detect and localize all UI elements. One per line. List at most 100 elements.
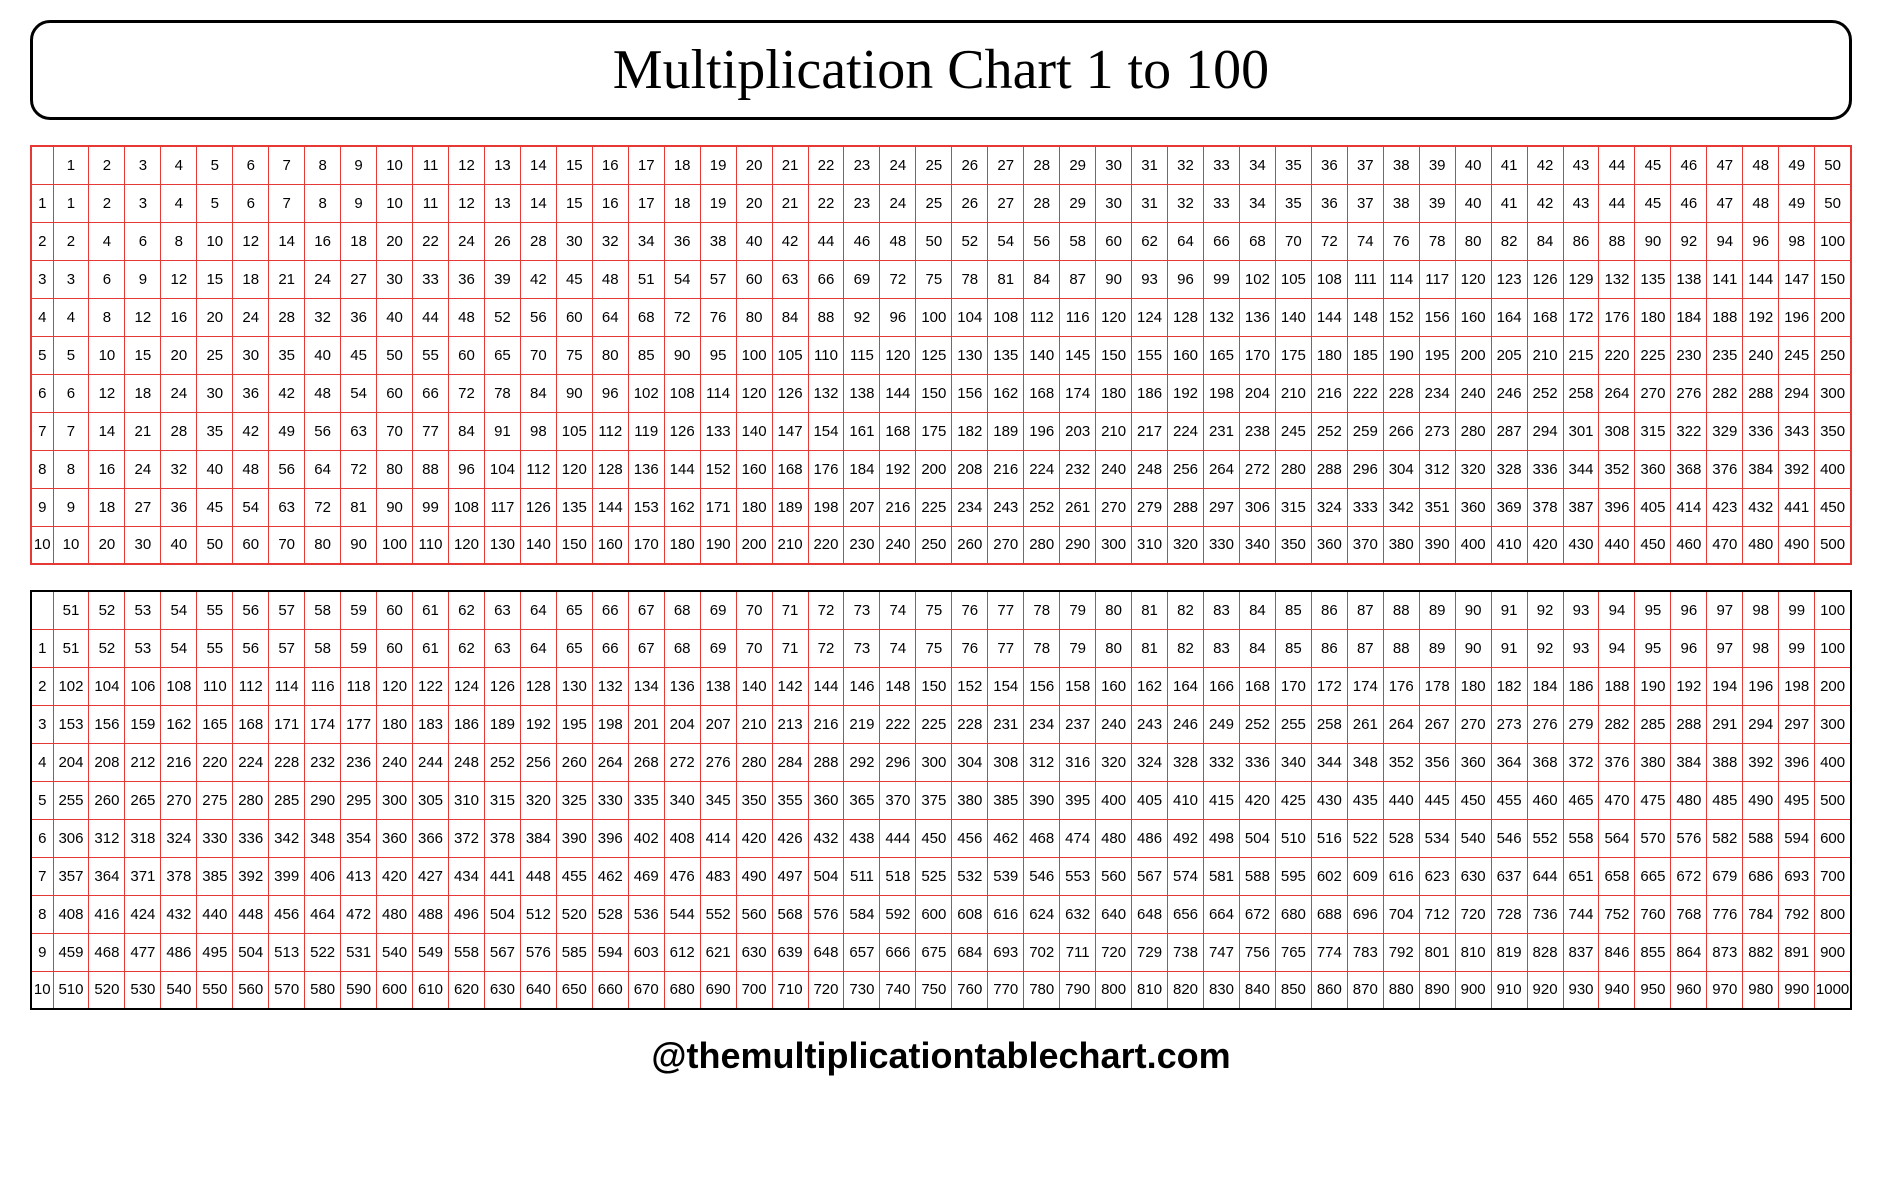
col-header: 53 <box>125 591 161 629</box>
table-cell: 364 <box>1491 743 1527 781</box>
table-cell: 106 <box>125 667 161 705</box>
table-cell: 400 <box>1815 450 1851 488</box>
table-cell: 312 <box>1024 743 1060 781</box>
table-cell: 66 <box>592 629 628 667</box>
table-cell: 48 <box>233 450 269 488</box>
table-cell: 15 <box>556 184 592 222</box>
table-cell: 8 <box>89 298 125 336</box>
table-cell: 204 <box>1239 374 1275 412</box>
table-cell: 72 <box>448 374 484 412</box>
table-cell: 324 <box>1132 743 1168 781</box>
table-cell: 448 <box>520 857 556 895</box>
table-cell: 400 <box>1096 781 1132 819</box>
table-cell: 30 <box>125 526 161 564</box>
table-cell: 154 <box>808 412 844 450</box>
col-header: 91 <box>1491 591 1527 629</box>
table-cell: 230 <box>1671 336 1707 374</box>
table-cell: 567 <box>484 933 520 971</box>
table-cell: 80 <box>592 336 628 374</box>
col-header: 24 <box>880 146 916 184</box>
col-header: 21 <box>772 146 808 184</box>
table-cell: 128 <box>520 667 556 705</box>
table-cell: 235 <box>1707 336 1743 374</box>
table-cell: 336 <box>233 819 269 857</box>
table-cell: 40 <box>736 222 772 260</box>
col-header: 3 <box>125 146 161 184</box>
table-cell: 630 <box>736 933 772 971</box>
table-cell: 784 <box>1743 895 1779 933</box>
table-cell: 238 <box>1239 412 1275 450</box>
table-cell: 360 <box>808 781 844 819</box>
table-cell: 354 <box>341 819 377 857</box>
table-cell: 203 <box>1060 412 1096 450</box>
table-cell: 960 <box>1671 971 1707 1009</box>
table-cell: 315 <box>1635 412 1671 450</box>
table-cell: 940 <box>1599 971 1635 1009</box>
table-cell: 315 <box>484 781 520 819</box>
table-cell: 28 <box>161 412 197 450</box>
table-cell: 50 <box>916 222 952 260</box>
table-cell: 210 <box>1527 336 1563 374</box>
col-header: 79 <box>1060 591 1096 629</box>
table-cell: 60 <box>736 260 772 298</box>
col-header: 66 <box>592 591 628 629</box>
table-cell: 522 <box>1347 819 1383 857</box>
title-container: Multiplication Chart 1 to 100 <box>30 20 1852 120</box>
table-cell: 21 <box>125 412 161 450</box>
table-cell: 198 <box>1779 667 1815 705</box>
table-cell: 780 <box>1024 971 1060 1009</box>
table-cell: 6 <box>89 260 125 298</box>
table-cell: 32 <box>305 298 341 336</box>
table-cell: 396 <box>592 819 628 857</box>
table-cell: 352 <box>1383 743 1419 781</box>
table-cell: 265 <box>125 781 161 819</box>
table-cell: 60 <box>233 526 269 564</box>
table-cell: 172 <box>1563 298 1599 336</box>
table-cell: 65 <box>556 629 592 667</box>
table-cell: 68 <box>628 298 664 336</box>
table-cell: 296 <box>1347 450 1383 488</box>
table-cell: 9 <box>341 184 377 222</box>
table-cell: 28 <box>269 298 305 336</box>
table-cell: 828 <box>1527 933 1563 971</box>
table-cell: 560 <box>1096 857 1132 895</box>
table-cell: 42 <box>772 222 808 260</box>
table-cell: 880 <box>1383 971 1419 1009</box>
table-cell: 540 <box>1455 819 1491 857</box>
table-cell: 280 <box>233 781 269 819</box>
table-cell: 295 <box>341 781 377 819</box>
table-cell: 534 <box>1419 819 1455 857</box>
table-cell: 182 <box>1491 667 1527 705</box>
table-cell: 45 <box>556 260 592 298</box>
table-cell: 340 <box>1239 526 1275 564</box>
table-cell: 168 <box>1527 298 1563 336</box>
table-cell: 720 <box>1455 895 1491 933</box>
table-cell: 564 <box>1599 819 1635 857</box>
col-header: 38 <box>1383 146 1419 184</box>
col-header: 41 <box>1491 146 1527 184</box>
table-cell: 45 <box>341 336 377 374</box>
table-cell: 300 <box>916 743 952 781</box>
table-cell: 175 <box>916 412 952 450</box>
table-cell: 86 <box>1311 629 1347 667</box>
col-header: 49 <box>1779 146 1815 184</box>
table-cell: 176 <box>808 450 844 488</box>
col-header: 65 <box>556 591 592 629</box>
table-cell: 183 <box>413 705 449 743</box>
table-cell: 375 <box>916 781 952 819</box>
col-header: 55 <box>197 591 233 629</box>
table-cell: 108 <box>1311 260 1347 298</box>
table-cell: 110 <box>197 667 233 705</box>
table-cell: 456 <box>269 895 305 933</box>
table-cell: 30 <box>197 374 233 412</box>
table-cell: 270 <box>161 781 197 819</box>
row-header: 5 <box>31 336 53 374</box>
table-cell: 73 <box>844 629 880 667</box>
table-cell: 196 <box>1743 667 1779 705</box>
col-header: 86 <box>1311 591 1347 629</box>
table-cell: 440 <box>197 895 233 933</box>
table-cell: 252 <box>1527 374 1563 412</box>
table-cell: 490 <box>1743 781 1779 819</box>
table-cell: 710 <box>772 971 808 1009</box>
table-cell: 2 <box>89 184 125 222</box>
